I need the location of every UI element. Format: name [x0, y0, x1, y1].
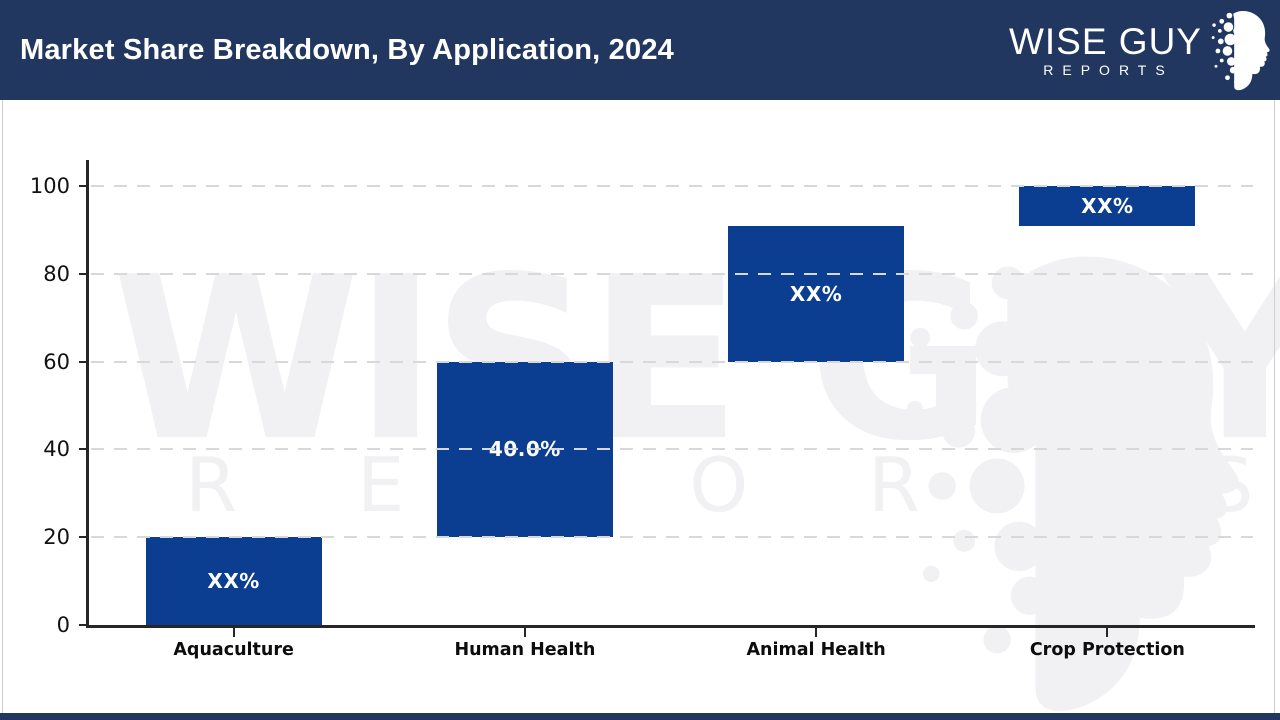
- x-category-label: Animal Health: [746, 640, 886, 660]
- plot-area: 0 20 40 60 80 100 XX% Aquaculture 40.0% Human Hea…: [0, 100, 1280, 713]
- bar-value-label: XX%: [789, 281, 843, 306]
- y-tick-label-80: 80: [43, 261, 70, 286]
- left-edge-line: [2, 100, 3, 713]
- header-bar: Market Share Breakdown, By Application, …: [0, 0, 1280, 100]
- y-tick-80: [79, 272, 88, 275]
- x-tick-0: [232, 628, 235, 637]
- x-category-label: Crop Protection: [1029, 640, 1185, 660]
- gridline-20: [91, 536, 1253, 539]
- logo-sub: REPORTS: [1043, 62, 1174, 78]
- gridline-40: [91, 448, 1253, 451]
- y-tick-40: [79, 448, 88, 451]
- y-tick-label-60: 60: [43, 349, 70, 374]
- y-tick-label-100: 100: [29, 174, 70, 198]
- logo-text: WISE GUY REPORTS: [1009, 23, 1202, 77]
- x-tick-3: [1106, 628, 1109, 637]
- x-category-label: Human Health: [454, 640, 596, 660]
- page-title: Market Share Breakdown, By Application, …: [20, 33, 674, 66]
- x-category-label: Aquaculture: [173, 640, 294, 660]
- bar-aquaculture: XX%: [145, 537, 322, 625]
- bar-value-label: XX%: [1081, 193, 1134, 218]
- x-tick-2: [815, 628, 818, 637]
- logo-face-icon: [1211, 10, 1270, 91]
- y-tick-100: [79, 185, 88, 187]
- gridline-80: [91, 272, 1253, 275]
- y-tick-label-20: 20: [43, 525, 70, 550]
- gridline-60: [91, 360, 1253, 363]
- chart-area: WISE GUY R E P O R T S 0 20 40 60 80 100 XX% Aq…: [0, 100, 1280, 713]
- bar-crop-protection: XX%: [1019, 186, 1196, 226]
- y-tick-60: [79, 360, 88, 363]
- x-axis-line: [86, 625, 1255, 628]
- wise-guy-logo: WISE GUY REPORTS: [1009, 6, 1280, 94]
- gridline-100: [91, 185, 1253, 187]
- y-tick-label-0: 0: [56, 613, 70, 637]
- footer-bar: [0, 713, 1280, 720]
- y-axis-line: [86, 160, 89, 628]
- y-tick-0: [79, 624, 88, 626]
- y-tick-20: [79, 536, 88, 539]
- bar-value-label: XX%: [207, 569, 260, 594]
- x-tick-1: [523, 628, 526, 637]
- logo-name: WISE GUY: [1008, 21, 1202, 62]
- right-edge-line: [1274, 100, 1275, 713]
- bar-animal-health: XX%: [728, 225, 905, 362]
- y-tick-label-40: 40: [43, 437, 70, 462]
